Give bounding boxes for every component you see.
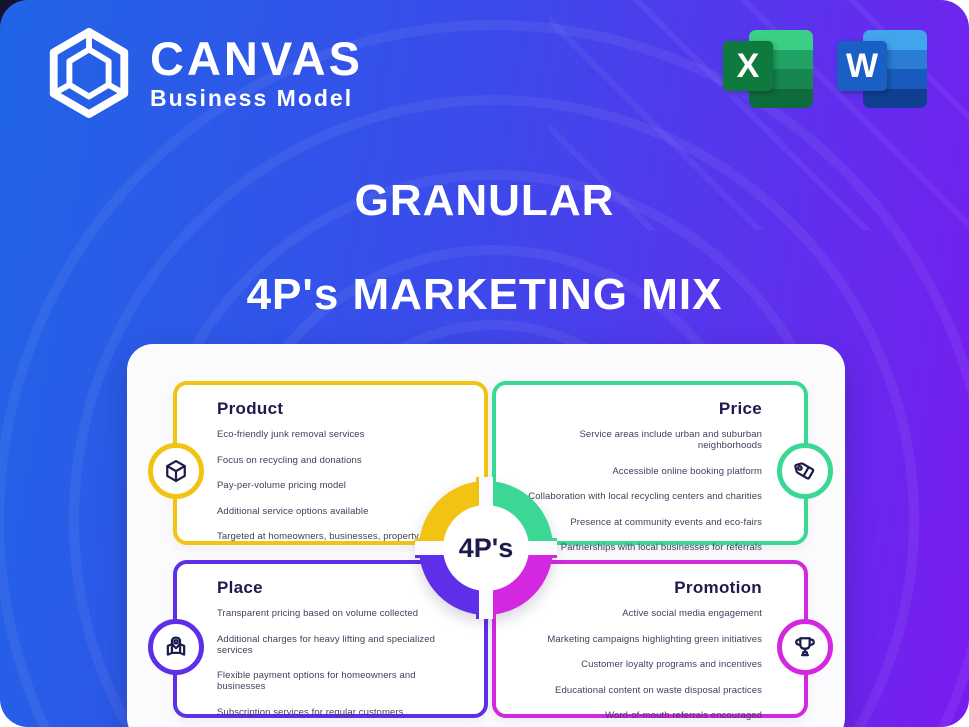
quadrant-items: Service areas include urban and suburban… [514, 429, 762, 553]
quadrant-title: Promotion [674, 578, 762, 597]
list-item: Collaboration with local recycling cente… [528, 491, 762, 502]
excel-letter: X [723, 41, 773, 91]
map-pin-icon [148, 619, 204, 675]
list-item: Additional charges for heavy lifting and… [217, 633, 436, 656]
list-item: Pay-per-volume pricing model [217, 480, 346, 491]
quadrant-title: Product [217, 399, 284, 418]
list-item: Marketing campaigns highlighting green i… [547, 633, 762, 645]
center-ring: 4P's [415, 477, 557, 619]
quadrant-items: Transparent pricing based on volume coll… [217, 608, 466, 727]
list-item: Targeted at homeowners, businesses, prop… [217, 531, 465, 542]
trophy-icon [777, 619, 833, 675]
brand-subtitle: Business Model [150, 85, 354, 112]
list-item: Partnerships with local businesses for r… [560, 542, 762, 553]
word-icon: W [837, 30, 927, 108]
quadrant-title: Price [718, 399, 762, 418]
quadrant-content: Price Service areas include urban and su… [496, 385, 804, 553]
cube-icon [148, 443, 204, 499]
brand-header: CANVAS Business Model [40, 24, 363, 122]
quadrant-content: Product Eco-friendly junk removal servic… [177, 385, 484, 542]
list-item: Additional service options available [217, 505, 369, 517]
page-title: 4P's MARKETING MIX [246, 270, 723, 319]
hexagon-logo-icon [49, 27, 129, 119]
company-name-heading: GRANULAR [354, 176, 615, 225]
office-icons: X W [723, 30, 927, 108]
list-item: Educational content on waste disposal pr… [555, 684, 762, 696]
list-item: Service areas include urban and suburban… [579, 429, 762, 451]
quadrant-promotion: Promotion Active social media engagement… [492, 560, 833, 721]
quadrant-items: Eco-friendly junk removal services Focus… [217, 429, 466, 542]
list-item: Word-of-mouth referrals encouraged [605, 710, 762, 721]
list-item: Customer loyalty programs and incentives [581, 659, 762, 670]
list-item: Presence at community events and eco-fai… [570, 516, 762, 528]
list-item: Subscription services for regular custom… [217, 706, 404, 718]
list-item: Focus on recycling and donations [217, 454, 362, 466]
quadrant-content: Promotion Active social media engagement… [496, 564, 804, 721]
excel-icon: X [723, 30, 813, 108]
brand-name: CANVAS [150, 31, 363, 85]
quadrant-items: Active social media engagement Marketing… [514, 608, 762, 721]
price-tag-icon [777, 443, 833, 499]
list-item: Eco-friendly junk removal services [217, 429, 365, 440]
center-label: 4P's [443, 505, 529, 591]
quadrant-title: Place [217, 578, 263, 597]
quadrant-content: Place Transparent pricing based on volum… [177, 564, 484, 718]
brand-text: CANVAS Business Model [150, 31, 363, 112]
list-item: Transparent pricing based on volume coll… [217, 608, 419, 619]
marketing-mix-card: Product Eco-friendly junk removal servic… [127, 344, 845, 727]
list-item: Flexible payment options for homeowners … [217, 670, 416, 692]
word-letter: W [837, 41, 887, 91]
list-item: Active social media engagement [622, 608, 762, 619]
list-item: Accessible online booking platform [612, 465, 762, 477]
